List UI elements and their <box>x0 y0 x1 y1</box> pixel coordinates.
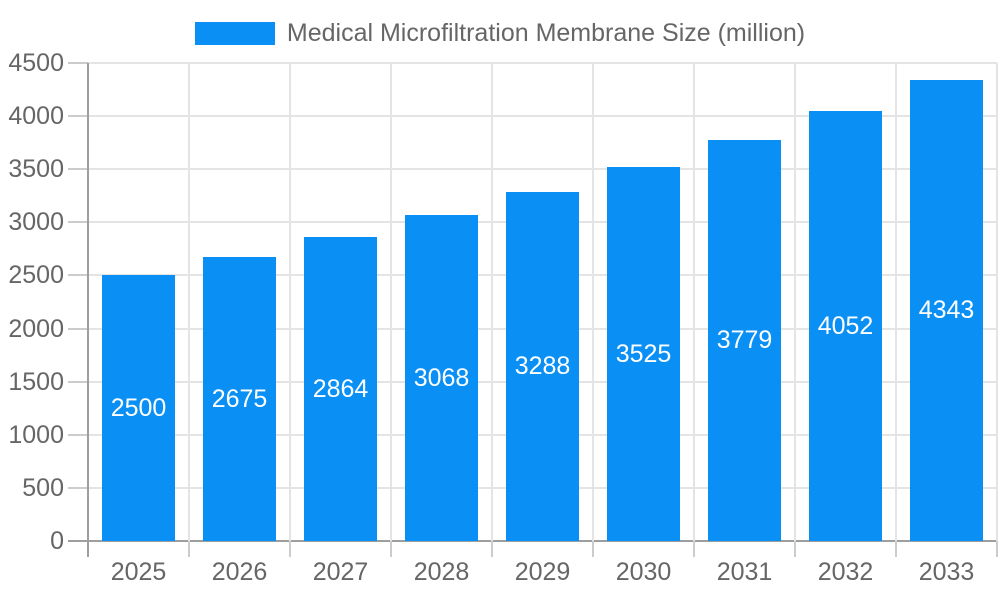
x-tick-mark <box>895 541 897 557</box>
x-gridline <box>996 63 998 541</box>
y-tick-mark <box>68 168 88 171</box>
bar <box>304 237 377 541</box>
x-gridline <box>592 63 594 541</box>
x-tick-label: 2025 <box>110 558 167 586</box>
x-tick-label: 2027 <box>312 558 369 586</box>
x-tick-label: 2033 <box>918 558 975 586</box>
x-tick-mark <box>794 541 796 557</box>
x-tick-mark <box>87 541 89 557</box>
x-gridline <box>188 63 190 541</box>
x-gridline <box>794 63 796 541</box>
y-tick-mark <box>68 327 88 330</box>
x-gridline <box>491 63 493 541</box>
bar-value-label: 2675 <box>211 385 268 413</box>
y-tick-mark <box>68 274 88 277</box>
y-tick-label: 1500 <box>8 368 64 396</box>
y-tick-label: 3000 <box>8 208 64 236</box>
legend-swatch-icon <box>194 21 275 45</box>
legend-item[interactable]: Medical Microfiltration Membrane Size (m… <box>194 18 806 48</box>
y-tick-mark <box>68 62 88 64</box>
x-tick-label: 2030 <box>615 558 672 586</box>
x-gridline <box>289 63 291 541</box>
x-tick-mark <box>693 541 695 557</box>
y-gridline <box>88 115 997 118</box>
bar-value-label: 2864 <box>312 375 369 403</box>
bar <box>910 80 983 541</box>
x-tick-label: 2029 <box>514 558 571 586</box>
x-tick-mark <box>390 541 392 557</box>
x-tick-label: 2032 <box>817 558 874 586</box>
y-tick-label: 2000 <box>8 315 64 343</box>
bar <box>405 215 478 541</box>
bar <box>506 192 579 541</box>
y-tick-mark <box>68 486 88 489</box>
x-gridline <box>693 63 695 541</box>
y-tick-mark <box>68 540 88 542</box>
x-tick-mark <box>996 541 998 557</box>
x-tick-mark <box>491 541 493 557</box>
bar-value-label: 2500 <box>110 394 167 422</box>
bar <box>102 275 175 541</box>
y-axis-line <box>87 63 89 541</box>
y-tick-label: 4500 <box>8 49 64 77</box>
bar-value-label: 3525 <box>615 340 672 368</box>
x-tick-label: 2031 <box>716 558 773 586</box>
x-gridline <box>895 63 897 541</box>
bar-value-label: 4052 <box>817 312 874 340</box>
x-tick-mark <box>592 541 594 557</box>
y-tick-label: 2500 <box>8 261 64 289</box>
legend: Medical Microfiltration Membrane Size (m… <box>0 18 1000 48</box>
bar-value-label: 4343 <box>918 296 975 324</box>
x-tick-mark <box>289 541 291 557</box>
bar <box>607 167 680 541</box>
bar-value-label: 3288 <box>514 352 571 380</box>
y-tick-mark <box>68 115 88 118</box>
y-gridline <box>88 168 997 171</box>
legend-label: Medical Microfiltration Membrane Size (m… <box>286 18 806 47</box>
x-tick-label: 2026 <box>211 558 268 586</box>
bar-value-label: 3068 <box>413 364 470 392</box>
x-tick-label: 2028 <box>413 558 470 586</box>
bar <box>708 140 781 541</box>
x-axis-baseline <box>88 540 997 542</box>
bar <box>203 257 276 541</box>
bar <box>809 111 882 541</box>
y-tick-label: 4000 <box>8 102 64 130</box>
y-gridline <box>88 62 997 64</box>
x-gridline <box>390 63 392 541</box>
y-tick-label: 0 <box>50 527 64 555</box>
y-tick-label: 3500 <box>8 155 64 183</box>
x-tick-mark <box>188 541 190 557</box>
y-tick-label: 500 <box>22 474 64 502</box>
bar-value-label: 3779 <box>716 326 773 354</box>
y-tick-label: 1000 <box>8 421 64 449</box>
y-tick-mark <box>68 380 88 383</box>
y-tick-mark <box>68 433 88 436</box>
y-tick-mark <box>68 221 88 224</box>
